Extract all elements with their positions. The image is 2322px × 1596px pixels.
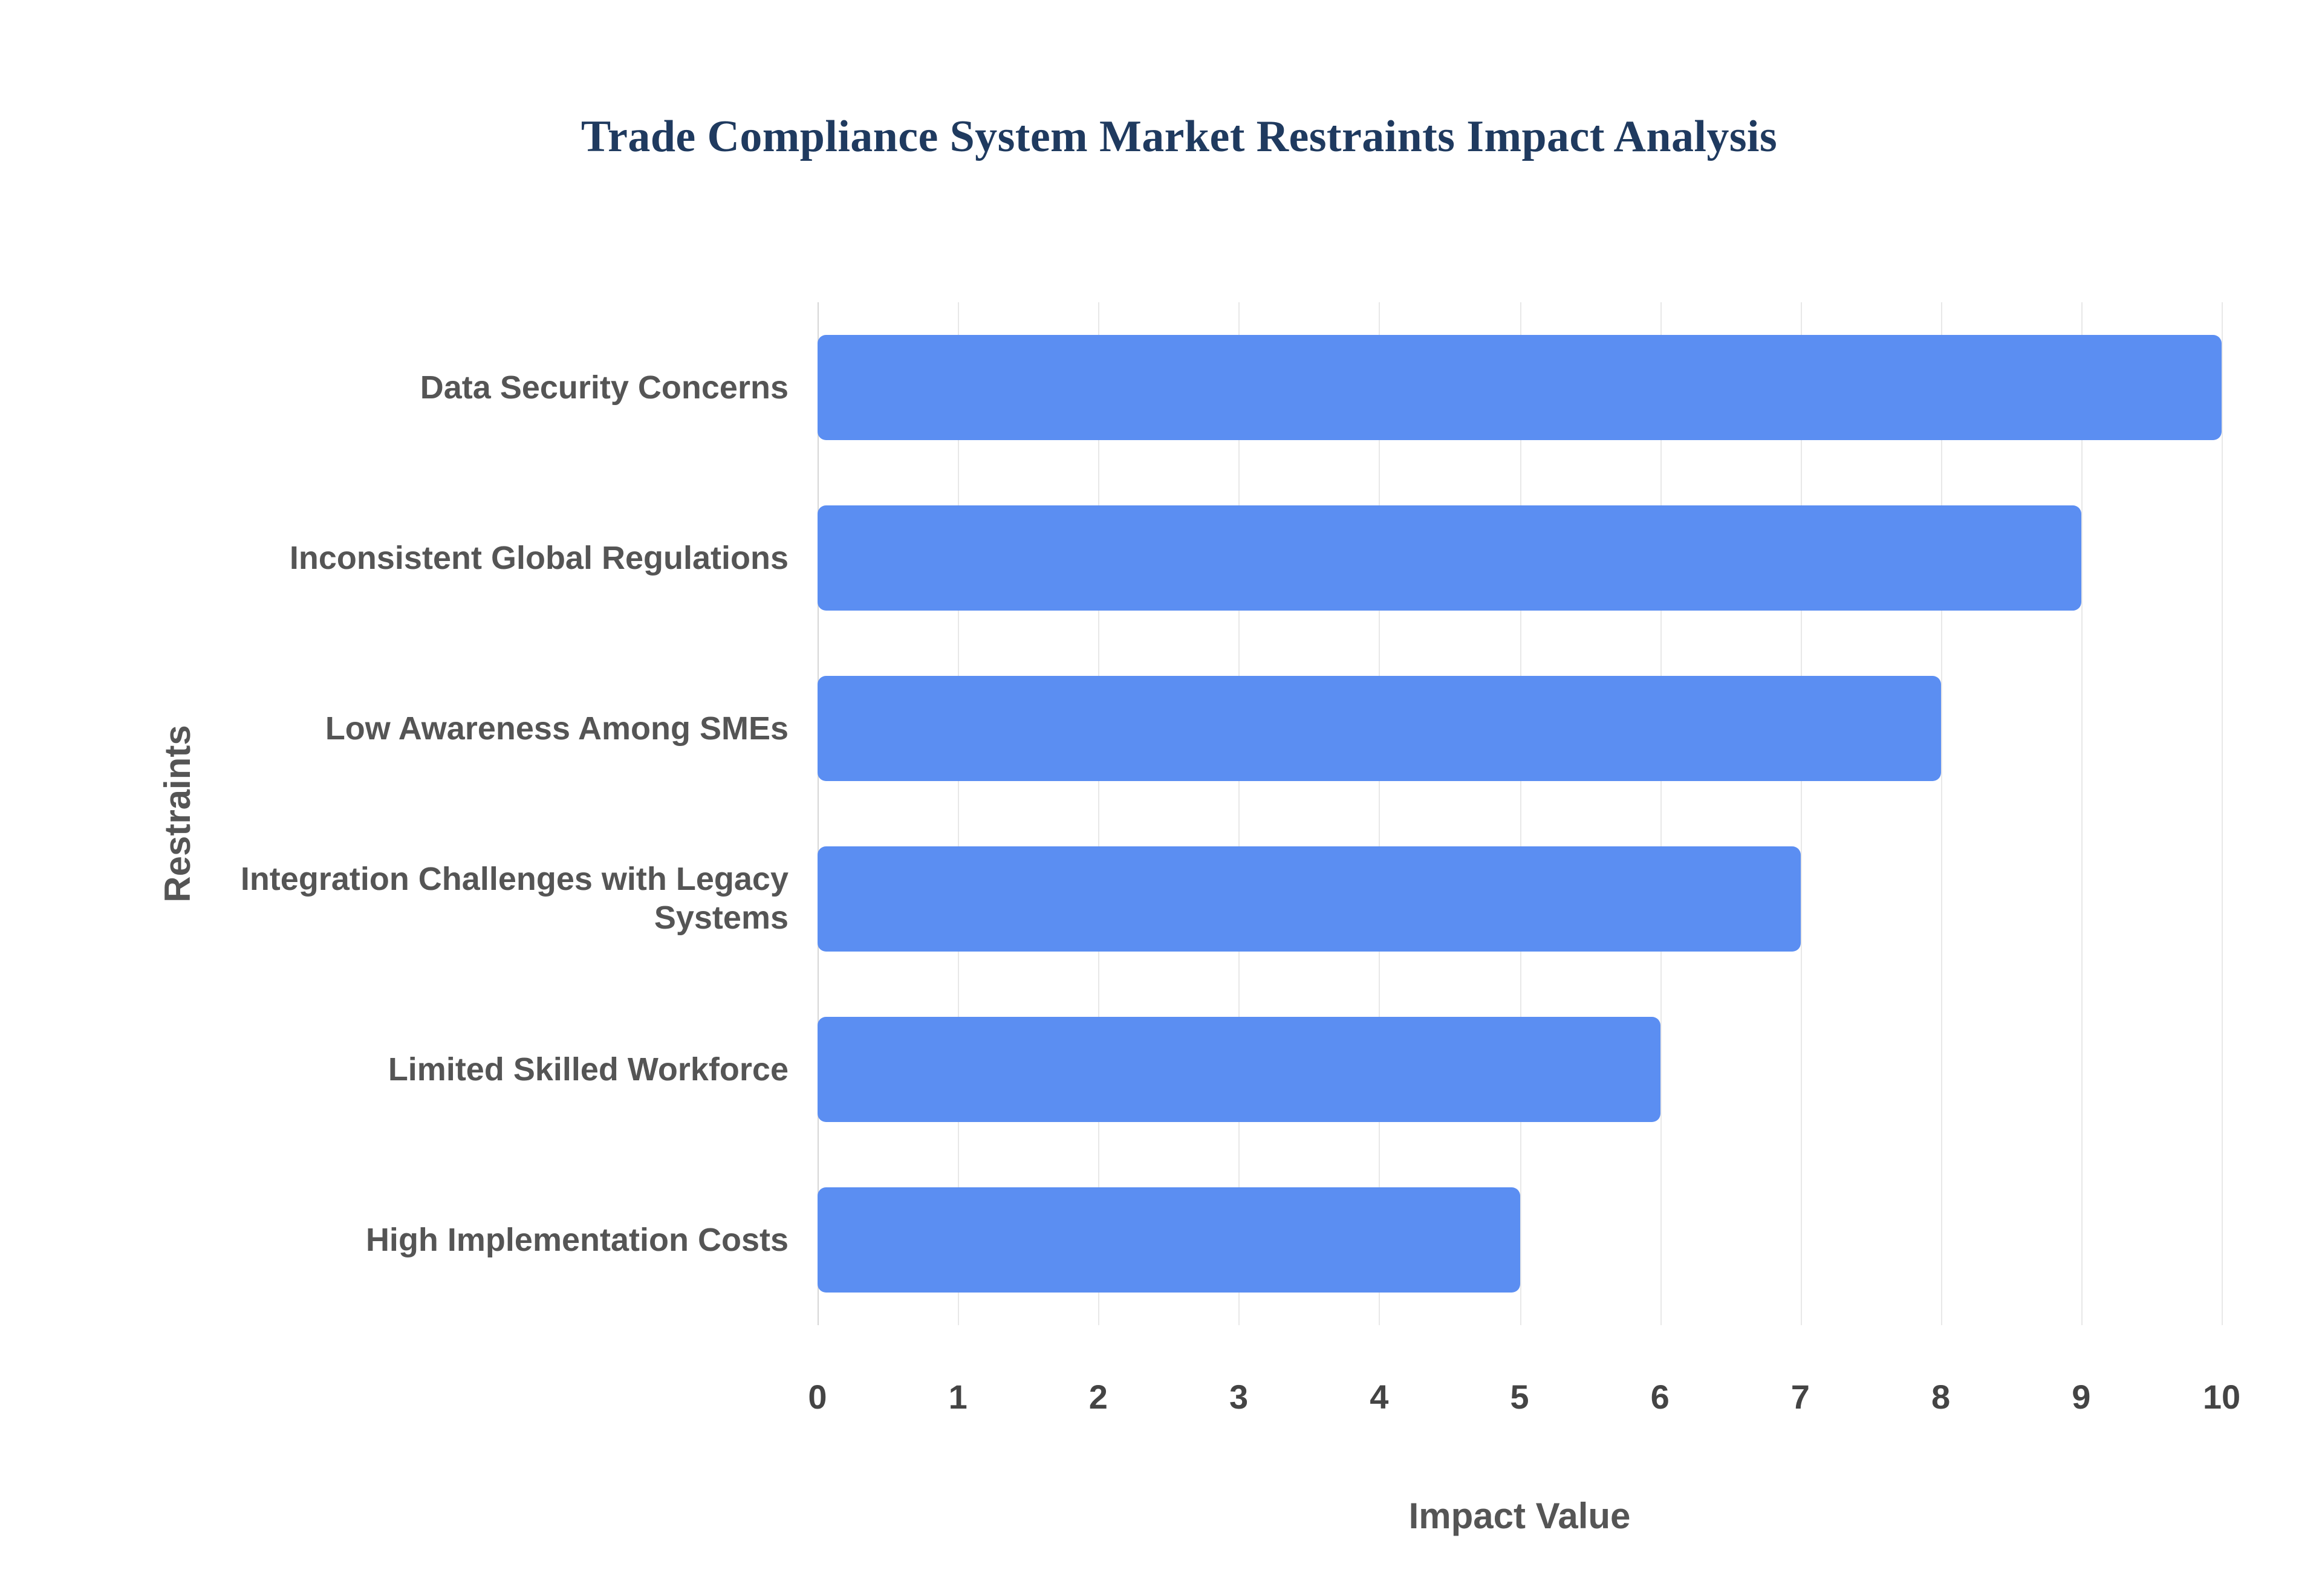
y-axis-line [818,302,819,1325]
tick-label: 10 [2202,1378,2241,1416]
bar [818,334,2222,441]
gridline [1379,302,1381,1325]
tick-label: 3 [1229,1378,1249,1416]
gridline [1800,302,1802,1325]
category-label: Inconsistent Global Regulations [289,539,789,576]
bar [818,675,1941,782]
tick-label: 2 [1088,1378,1108,1416]
tick-label: 7 [1790,1378,1810,1416]
gridline [2081,302,2083,1325]
plot-area [818,302,2223,1325]
tick-label: 1 [948,1378,968,1416]
y-axis-title: Restraints [158,725,198,903]
tick-label: 8 [1931,1378,1951,1416]
category-label: High Implementation Costs [365,1221,789,1258]
x-axis-title: Impact Value [1408,1497,1631,1537]
bar [818,846,1801,952]
gridline [2222,302,2223,1325]
gridline [1098,302,1100,1325]
tick-label: 6 [1650,1378,1670,1416]
bar [818,1187,1520,1293]
tick-label: 4 [1370,1378,1389,1416]
category-label: Data Security Concerns [420,369,789,406]
tick-label: 9 [2072,1378,2091,1416]
bar [818,1016,1660,1123]
category-label: Low Awareness Among SMEs [325,710,789,747]
category-label: Integration Challenges with Legacy Syste… [240,860,789,936]
gridline [958,302,960,1325]
bar [818,505,2081,611]
gridline [1238,302,1240,1325]
gridline [1520,302,1521,1325]
gridline [1660,302,1662,1325]
chart-title: Trade Compliance System Market Restraint… [580,112,1778,162]
category-label: Limited Skilled Workforce [388,1051,789,1088]
tick-label: 5 [1510,1378,1529,1416]
x-axis-ticks: 0 1 2 3 4 5 6 7 8 9 10 [808,1378,2240,1427]
gridline [1940,302,1942,1325]
tick-label: 0 [808,1378,827,1416]
